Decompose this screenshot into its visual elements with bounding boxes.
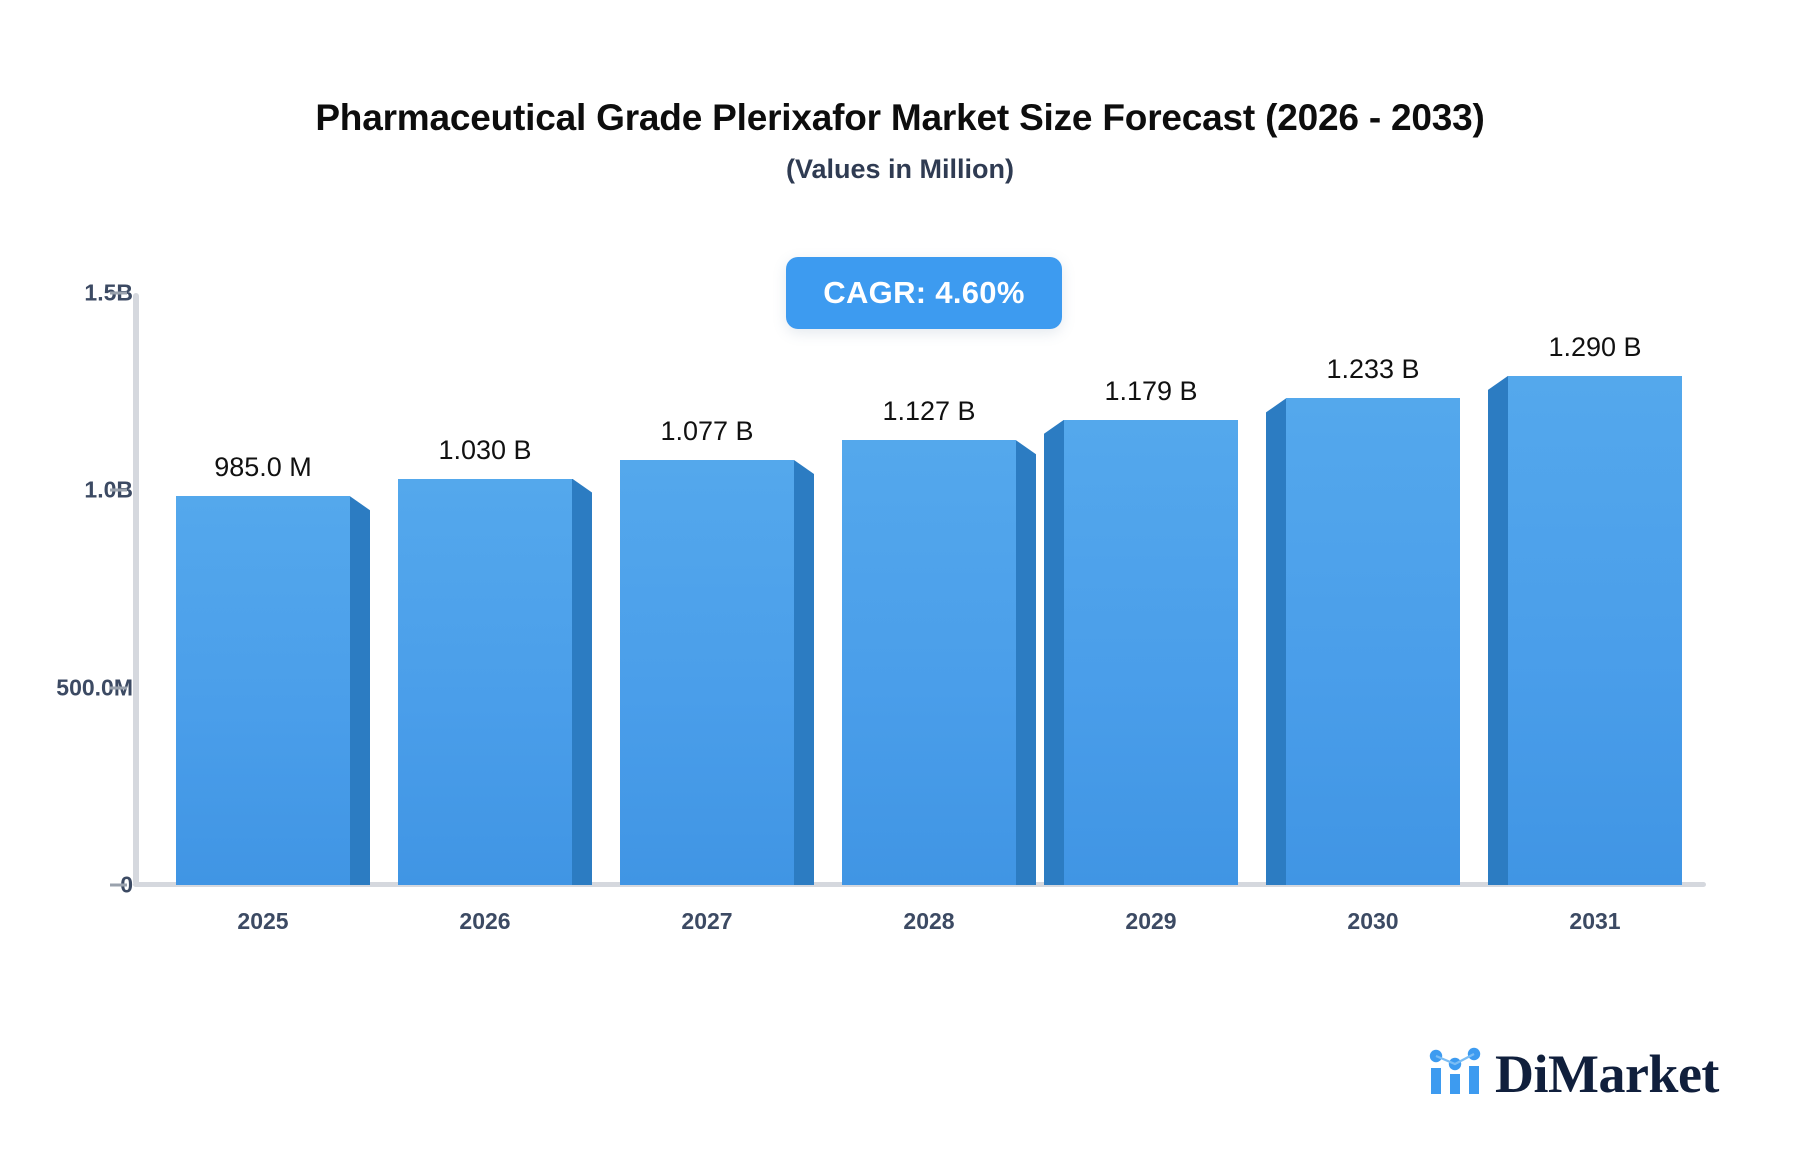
- bar-side-face: [350, 496, 370, 885]
- x-axis-tick-label: 2028: [903, 908, 955, 934]
- bar-value-label: 985.0 M: [214, 452, 312, 483]
- bar-front-face: [842, 440, 1016, 885]
- chart-title: Pharmaceutical Grade Plerixafor Market S…: [315, 97, 1485, 138]
- bar-side-face: [794, 459, 814, 885]
- bar-2028[interactable]: 1.127 B: [842, 396, 1036, 885]
- chart-header: Pharmaceutical Grade Plerixafor Market S…: [0, 96, 1800, 185]
- bar-front-face: [1064, 419, 1238, 885]
- bar-front-face: [1286, 398, 1460, 885]
- x-axis-tick-label: 2027: [681, 908, 733, 934]
- bar-2029[interactable]: 1.179 B: [1044, 376, 1238, 885]
- bar-side-face: [1044, 419, 1064, 885]
- cagr-badge-label: CAGR: 4.60%: [823, 275, 1025, 310]
- bar-front-face: [176, 496, 350, 885]
- cagr-badge: CAGR: 4.60%: [786, 257, 1062, 329]
- bar-chart-icon: [1428, 1046, 1482, 1101]
- bar-value-label: 1.233 B: [1326, 354, 1420, 385]
- bar-value-label: 1.290 B: [1548, 331, 1642, 362]
- bar-value-label: 1.077 B: [660, 415, 754, 446]
- y-axis-tick-mark: [110, 291, 127, 295]
- bar-2027[interactable]: 1.077 B: [620, 416, 814, 885]
- x-axis-tick-label: 2029: [1125, 908, 1177, 934]
- brand-name: DiMarket: [1495, 1043, 1719, 1104]
- x-axis-tick-label: 2030: [1347, 908, 1399, 934]
- y-axis-tick-mark: [110, 686, 127, 690]
- y-axis-tick-mark: [110, 883, 127, 887]
- bar-side-face: [1488, 375, 1508, 885]
- x-axis-tick-label: 2025: [237, 908, 289, 934]
- bar-side-face: [572, 478, 592, 885]
- bar-front-face: [398, 478, 572, 885]
- bar-2031[interactable]: 1.290 B: [1488, 332, 1682, 885]
- bar-front-face: [1508, 375, 1682, 885]
- bar-2030[interactable]: 1.233 B: [1266, 354, 1460, 885]
- bar-2026[interactable]: 1.030 B: [398, 435, 592, 885]
- bar-value-label: 1.179 B: [1104, 375, 1198, 406]
- bar-front-face: [620, 459, 794, 885]
- bar-side-face: [1016, 440, 1036, 885]
- bar-2025[interactable]: 985.0 M: [176, 452, 370, 885]
- bar-value-label: 1.127 B: [882, 396, 976, 427]
- y-axis-line: [133, 293, 139, 885]
- y-axis-tick-mark: [110, 488, 127, 492]
- x-axis-tick-label: 2026: [459, 908, 511, 934]
- bar-value-label: 1.030 B: [438, 434, 532, 465]
- bar-side-face: [1266, 398, 1286, 885]
- x-axis-tick-label: 2031: [1569, 908, 1621, 934]
- chart-subtitle: (Values in Million): [785, 154, 1015, 185]
- brand-logo: DiMarket: [1428, 1046, 1719, 1101]
